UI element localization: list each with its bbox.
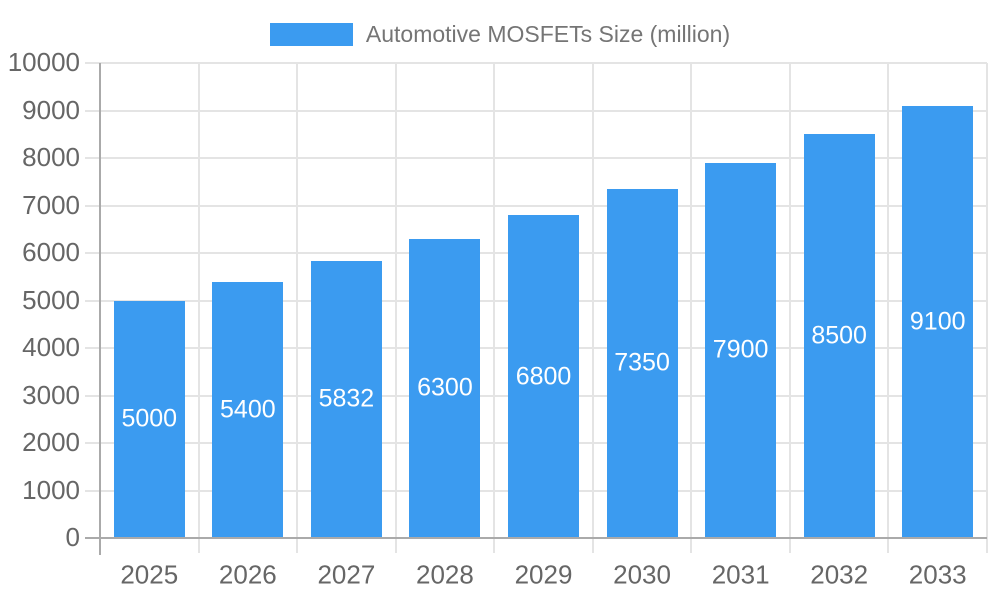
x-axis-tick-label: 2030: [613, 559, 671, 590]
x-axis-tick-label: 2025: [120, 559, 179, 590]
y-axis-tick-label: 3000: [22, 379, 80, 410]
category-gridline: [690, 63, 693, 553]
y-axis-tick-label: 9000: [22, 94, 80, 125]
bar[interactable]: [310, 260, 382, 538]
bar-value-label: 5400: [220, 395, 276, 424]
x-axis-tick-label: 2033: [908, 559, 967, 590]
bar[interactable]: [803, 134, 875, 538]
bar[interactable]: [606, 188, 678, 538]
category-gridline: [493, 63, 496, 553]
bar[interactable]: [508, 215, 579, 538]
bar[interactable]: [113, 300, 185, 538]
bar-value-label: 5832: [318, 384, 375, 413]
bar[interactable]: [212, 281, 284, 538]
y-axis-tick-label: 10000: [7, 46, 80, 77]
legend-swatch: [269, 23, 353, 46]
y-gridline: [85, 109, 987, 112]
bar-value-label: 7900: [712, 335, 769, 364]
x-axis-tick-label: 2027: [317, 559, 376, 590]
x-axis-tick-label: 2028: [416, 559, 474, 590]
y-axis-tick-label: 4000: [22, 331, 80, 362]
category-gridline: [591, 63, 594, 553]
bar[interactable]: [705, 162, 777, 538]
y-gridline: [85, 157, 987, 159]
bar-value-label: 5000: [121, 404, 178, 433]
category-gridline: [197, 63, 200, 553]
legend-label: Automotive MOSFETs Size (million): [365, 21, 731, 47]
category-gridline: [296, 63, 299, 553]
x-axis-tick-label: 2026: [218, 559, 277, 590]
bar-value-label: 7350: [614, 348, 670, 377]
legend: Automotive MOSFETs Size (million): [0, 21, 1000, 48]
x-axis-line: [85, 537, 987, 539]
y-axis-tick-label: 5000: [22, 284, 80, 315]
bar-value-label: 8500: [811, 321, 867, 350]
x-axis-tick-label: 2031: [711, 559, 770, 590]
y-axis-tick-label: 2000: [22, 426, 80, 457]
bar-value-label: 9100: [909, 307, 966, 336]
y-axis-tick-label: 8000: [22, 141, 80, 172]
bar[interactable]: [902, 105, 974, 538]
y-axis-tick-label: 1000: [22, 474, 80, 505]
x-axis-tick-label: 2029: [514, 559, 573, 590]
category-gridline: [986, 63, 988, 553]
y-gridline: [85, 62, 987, 64]
y-axis-line: [99, 63, 101, 555]
bar-value-label: 6300: [417, 373, 473, 402]
y-axis-tick-label: 7000: [22, 189, 80, 220]
category-gridline: [788, 63, 791, 553]
bar[interactable]: [409, 238, 481, 538]
category-gridline: [394, 63, 397, 553]
bar-value-label: 6800: [515, 362, 572, 390]
category-gridline: [887, 63, 890, 553]
y-axis-tick-label: 0: [65, 521, 80, 552]
x-axis-tick-label: 2032: [810, 559, 869, 590]
y-gridline: [85, 204, 987, 207]
y-axis-tick-label: 6000: [22, 236, 80, 267]
